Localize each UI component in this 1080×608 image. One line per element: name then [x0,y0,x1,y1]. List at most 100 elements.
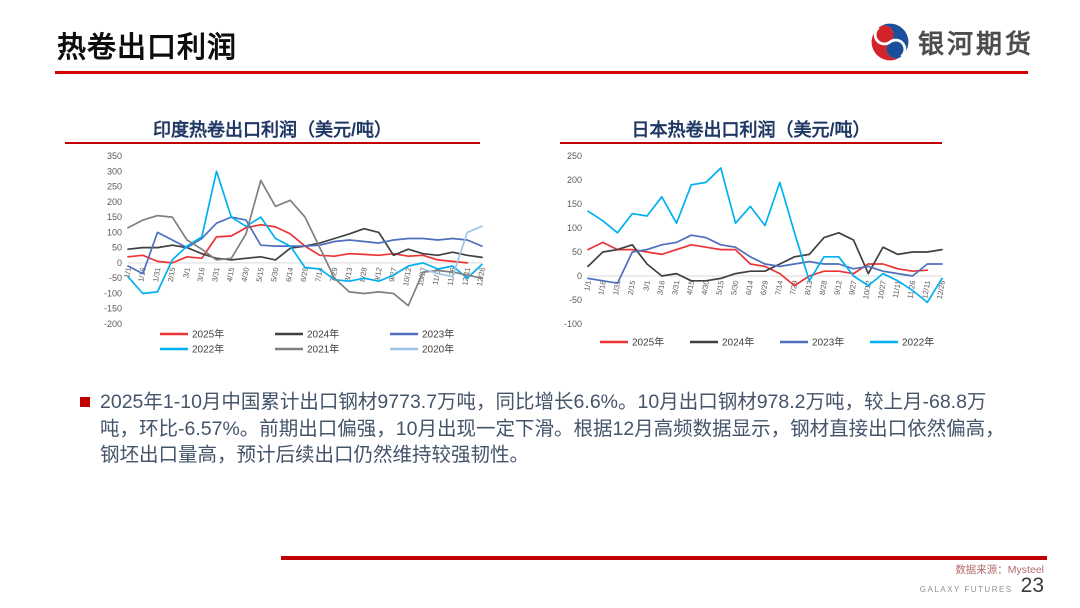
svg-text:7/29: 7/29 [328,267,339,283]
series-2024年 [587,231,943,282]
legend: 2025年 2024年 2023年 2022年 2021年 2020年 [160,328,454,356]
svg-text:100: 100 [567,223,582,233]
svg-text:8/28: 8/28 [358,267,369,283]
svg-text:9/12: 9/12 [372,267,383,283]
x-axis-labels: 1/1 1/16 1/31 2/15 3/1 3/16 3/31 4/15 4/30 5/15 5/… [122,267,487,287]
svg-text:6/14: 6/14 [284,267,295,283]
svg-text:250: 250 [567,151,582,161]
japan-chart-title-rule [560,142,942,144]
series-2021年 [127,179,483,307]
svg-text:3/31: 3/31 [670,280,681,296]
svg-text:10/27: 10/27 [876,280,888,300]
svg-text:3/1: 3/1 [181,267,192,279]
svg-text:1/16: 1/16 [596,280,607,296]
svg-text:50: 50 [112,243,122,253]
legend-label-2022年: 2022年 [192,343,224,356]
brand-text: GALAXY FUTURES [919,585,1013,594]
svg-text:300: 300 [107,166,122,176]
svg-text:7/14: 7/14 [773,280,784,296]
x-axis-labels: 1/1 1/16 1/31 2/15 3/1 3/16 3/31 4/15 4/30 5/15 5/… [582,280,947,300]
y-axis-labels: 350 300 250 200 150 100 50 0 -50 -100 -150 -200 [104,151,122,329]
svg-text:3/16: 3/16 [655,280,666,296]
svg-text:4/30: 4/30 [700,280,711,296]
svg-text:2/15: 2/15 [626,280,637,296]
svg-text:5/30: 5/30 [729,280,740,296]
japan-export-profit-chart: 250 200 150 100 50 0 -50 -100 1/1 1/16 1/31 2/15 3/1… [564,151,947,349]
y-axis-labels: 250 200 150 100 50 0 -50 -100 [564,151,582,329]
svg-text:100: 100 [107,227,122,237]
svg-text:7/29: 7/29 [788,280,799,296]
legend-label-2021年: 2021年 [307,343,339,356]
data-source: 数据来源：Mysteel [955,564,1044,576]
series-2025年 [127,223,469,264]
svg-text:6/14: 6/14 [744,280,755,296]
legend-label-2023年: 2023年 [422,328,454,341]
series-2023年 [127,216,483,275]
india-chart-title: 印度热卷出口利润（美元/吨） [153,120,392,140]
svg-text:200: 200 [107,197,122,207]
svg-text:1/31: 1/31 [151,267,162,283]
svg-text:-200: -200 [104,319,122,329]
svg-text:5/15: 5/15 [714,280,725,296]
svg-text:5/30: 5/30 [269,267,280,283]
svg-text:7/14: 7/14 [313,267,324,283]
svg-text:4/15: 4/15 [685,280,696,296]
svg-text:150: 150 [107,212,122,222]
svg-text:0: 0 [117,258,122,268]
svg-text:3/16: 3/16 [195,267,206,283]
footer-rule [281,556,1047,560]
page-title: 热卷出口利润 [57,32,238,64]
svg-text:-50: -50 [109,273,122,283]
svg-text:150: 150 [567,199,582,209]
svg-text:6/29: 6/29 [759,280,770,296]
svg-text:10/12: 10/12 [401,267,413,287]
svg-text:4/30: 4/30 [240,267,251,283]
svg-text:250: 250 [107,182,122,192]
series-2023年 [587,234,943,285]
svg-text:-100: -100 [104,288,122,298]
square-bullet-icon [80,397,90,407]
svg-text:6/29: 6/29 [299,267,310,283]
page-number: 23 [1020,574,1044,597]
footnote: 2025年1-10月中国累计出口钢材9773.7万吨，同比增长6.6%。10月出… [80,389,1018,469]
japan-chart-title: 日本热卷出口利润（美元/吨） [631,120,871,140]
galaxy-swirl-icon [871,23,909,61]
svg-text:9/27: 9/27 [847,280,858,296]
svg-text:350: 350 [107,151,122,161]
svg-text:8/28: 8/28 [818,280,829,296]
svg-text:2/15: 2/15 [166,267,177,283]
svg-text:9/12: 9/12 [832,280,843,296]
svg-text:1/1: 1/1 [122,267,133,279]
brand-row: GALAXY FUTURES 23 [920,574,1044,598]
galaxy-futures-logo: 银河期货 [870,22,1034,62]
legend-label-2020年: 2020年 [422,343,454,356]
svg-text:11/11: 11/11 [431,267,443,286]
svg-text:-50: -50 [569,295,582,305]
legend-label-2023年: 2023年 [812,336,844,349]
header-rule [55,71,1028,74]
svg-text:5/15: 5/15 [254,267,265,283]
svg-text:3/31: 3/31 [210,267,221,283]
series-2022年 [587,167,943,304]
legend-label-2025年: 2025年 [192,328,224,341]
series-2020年 [422,225,483,278]
legend-label-2024年: 2024年 [307,328,339,341]
series-2025年 [587,241,929,287]
svg-text:8/13: 8/13 [343,267,354,283]
legend-label-2024年: 2024年 [722,336,754,349]
svg-text:8/13: 8/13 [803,280,814,296]
svg-text:4/15: 4/15 [225,267,236,283]
legend-label-2022年: 2022年 [902,336,934,349]
logo-text: 银河期货 [917,28,1034,59]
legend: 2025年 2024年 2023年 2022年 [600,336,934,349]
svg-text:12/11: 12/11 [920,280,932,300]
series-2022年 [127,170,483,295]
svg-text:1/16: 1/16 [136,267,147,283]
svg-text:50: 50 [572,247,582,257]
svg-text:12/26: 12/26 [475,267,487,287]
svg-text:-100: -100 [564,319,582,329]
svg-text:1/1: 1/1 [582,280,593,292]
svg-text:-150: -150 [104,304,122,314]
